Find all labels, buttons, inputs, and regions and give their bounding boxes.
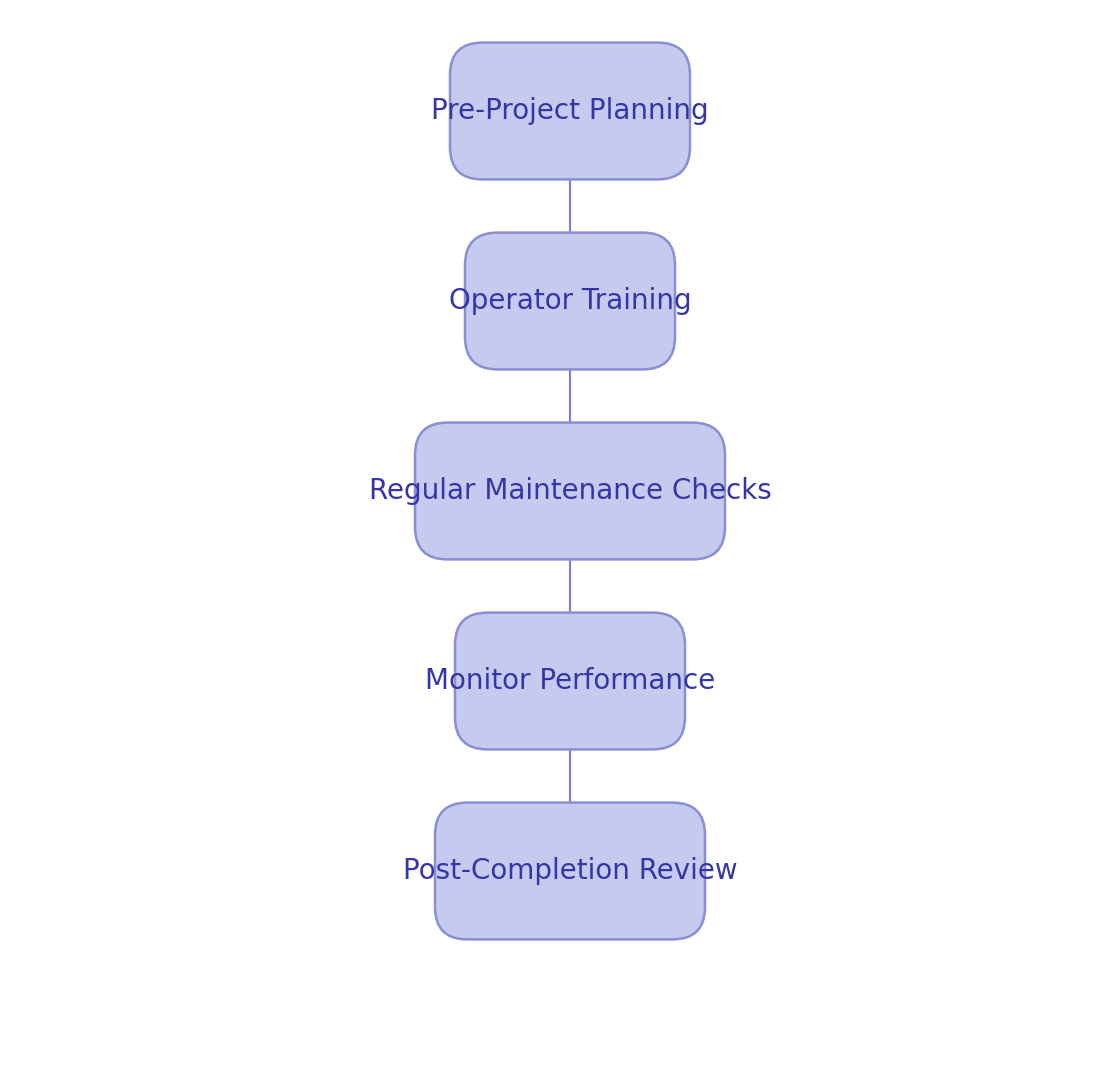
Text: Operator Training: Operator Training	[449, 287, 691, 315]
FancyBboxPatch shape	[465, 233, 675, 369]
Text: Post-Completion Review: Post-Completion Review	[403, 857, 737, 885]
Text: Pre-Project Planning: Pre-Project Planning	[431, 97, 709, 125]
Text: Monitor Performance: Monitor Performance	[424, 667, 716, 695]
FancyBboxPatch shape	[455, 613, 685, 749]
Text: Regular Maintenance Checks: Regular Maintenance Checks	[368, 477, 772, 505]
FancyBboxPatch shape	[435, 803, 704, 939]
FancyBboxPatch shape	[416, 422, 725, 560]
FancyBboxPatch shape	[450, 42, 690, 180]
